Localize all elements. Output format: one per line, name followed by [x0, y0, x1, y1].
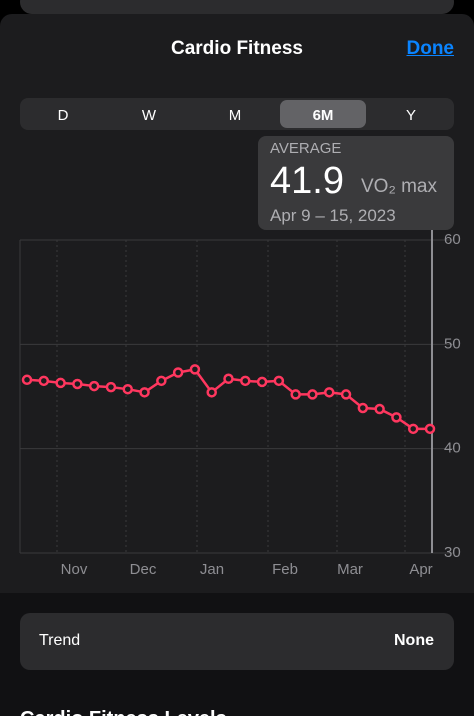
segmented-control: D W M 6M Y — [20, 98, 454, 130]
x-tick-label: Dec — [130, 561, 157, 578]
data-point — [240, 375, 251, 387]
data-point — [273, 375, 285, 387]
data-point — [72, 378, 83, 390]
data-point — [307, 389, 318, 400]
data-point — [391, 412, 402, 423]
data-point — [206, 387, 217, 398]
data-point — [324, 387, 335, 398]
sheet: Cardio Fitness Done D W M 6M Y 30 40 50 60 Nov De… — [0, 14, 474, 716]
average-callout: AVERAGE 41.9 VO₂ max Apr 9 – 15, 2023 — [258, 136, 454, 230]
trend-label: Trend — [39, 632, 81, 649]
y-tick-label: 40 — [444, 440, 461, 457]
trend-value: None — [394, 632, 434, 649]
data-point — [105, 381, 117, 393]
data-point — [122, 383, 133, 395]
y-tick-label: 60 — [444, 231, 461, 248]
data-point — [290, 389, 301, 400]
data-point — [340, 389, 352, 400]
background-card — [20, 0, 454, 14]
x-tick-label: Apr — [409, 561, 432, 578]
done-button[interactable]: Done — [406, 38, 455, 59]
y-tick-label: 30 — [444, 544, 461, 561]
segment[interactable]: M — [228, 107, 242, 124]
data-point — [223, 373, 234, 385]
data-point — [256, 376, 268, 388]
data-point — [139, 387, 150, 398]
segment[interactable]: W — [141, 107, 157, 124]
x-tick-label: Nov — [61, 561, 88, 578]
data-point — [189, 364, 201, 375]
trend-row[interactable]: Trend None — [20, 613, 454, 670]
callout-value: 41.9 — [270, 160, 344, 202]
callout-label: AVERAGE — [270, 140, 342, 157]
x-tick-label: Feb — [272, 561, 298, 578]
data-point — [172, 367, 184, 378]
data-point — [55, 377, 66, 389]
data-point — [407, 423, 419, 435]
data-point — [424, 423, 436, 435]
callout-date: Apr 9 – 15, 2023 — [270, 206, 396, 225]
segment[interactable]: Y — [405, 107, 416, 124]
callout-unit: VO₂ max — [361, 176, 437, 197]
data-point — [21, 374, 33, 386]
x-tick-label: Jan — [200, 561, 224, 578]
x-tick-label: Mar — [337, 561, 363, 578]
segment[interactable]: 6M — [280, 100, 366, 128]
chart: 30 40 50 60 Nov Dec Jan Feb Mar Apr — [19, 230, 461, 578]
data-point — [38, 375, 50, 387]
data-point — [374, 403, 385, 415]
sheet-title: Cardio Fitness — [171, 38, 303, 59]
y-tick-label: 50 — [444, 335, 461, 352]
section-title: Cardio Fitness Levels — [20, 708, 227, 716]
segment[interactable]: D — [57, 107, 69, 124]
data-point — [156, 375, 167, 387]
data-point — [88, 380, 100, 392]
data-point — [357, 402, 369, 414]
